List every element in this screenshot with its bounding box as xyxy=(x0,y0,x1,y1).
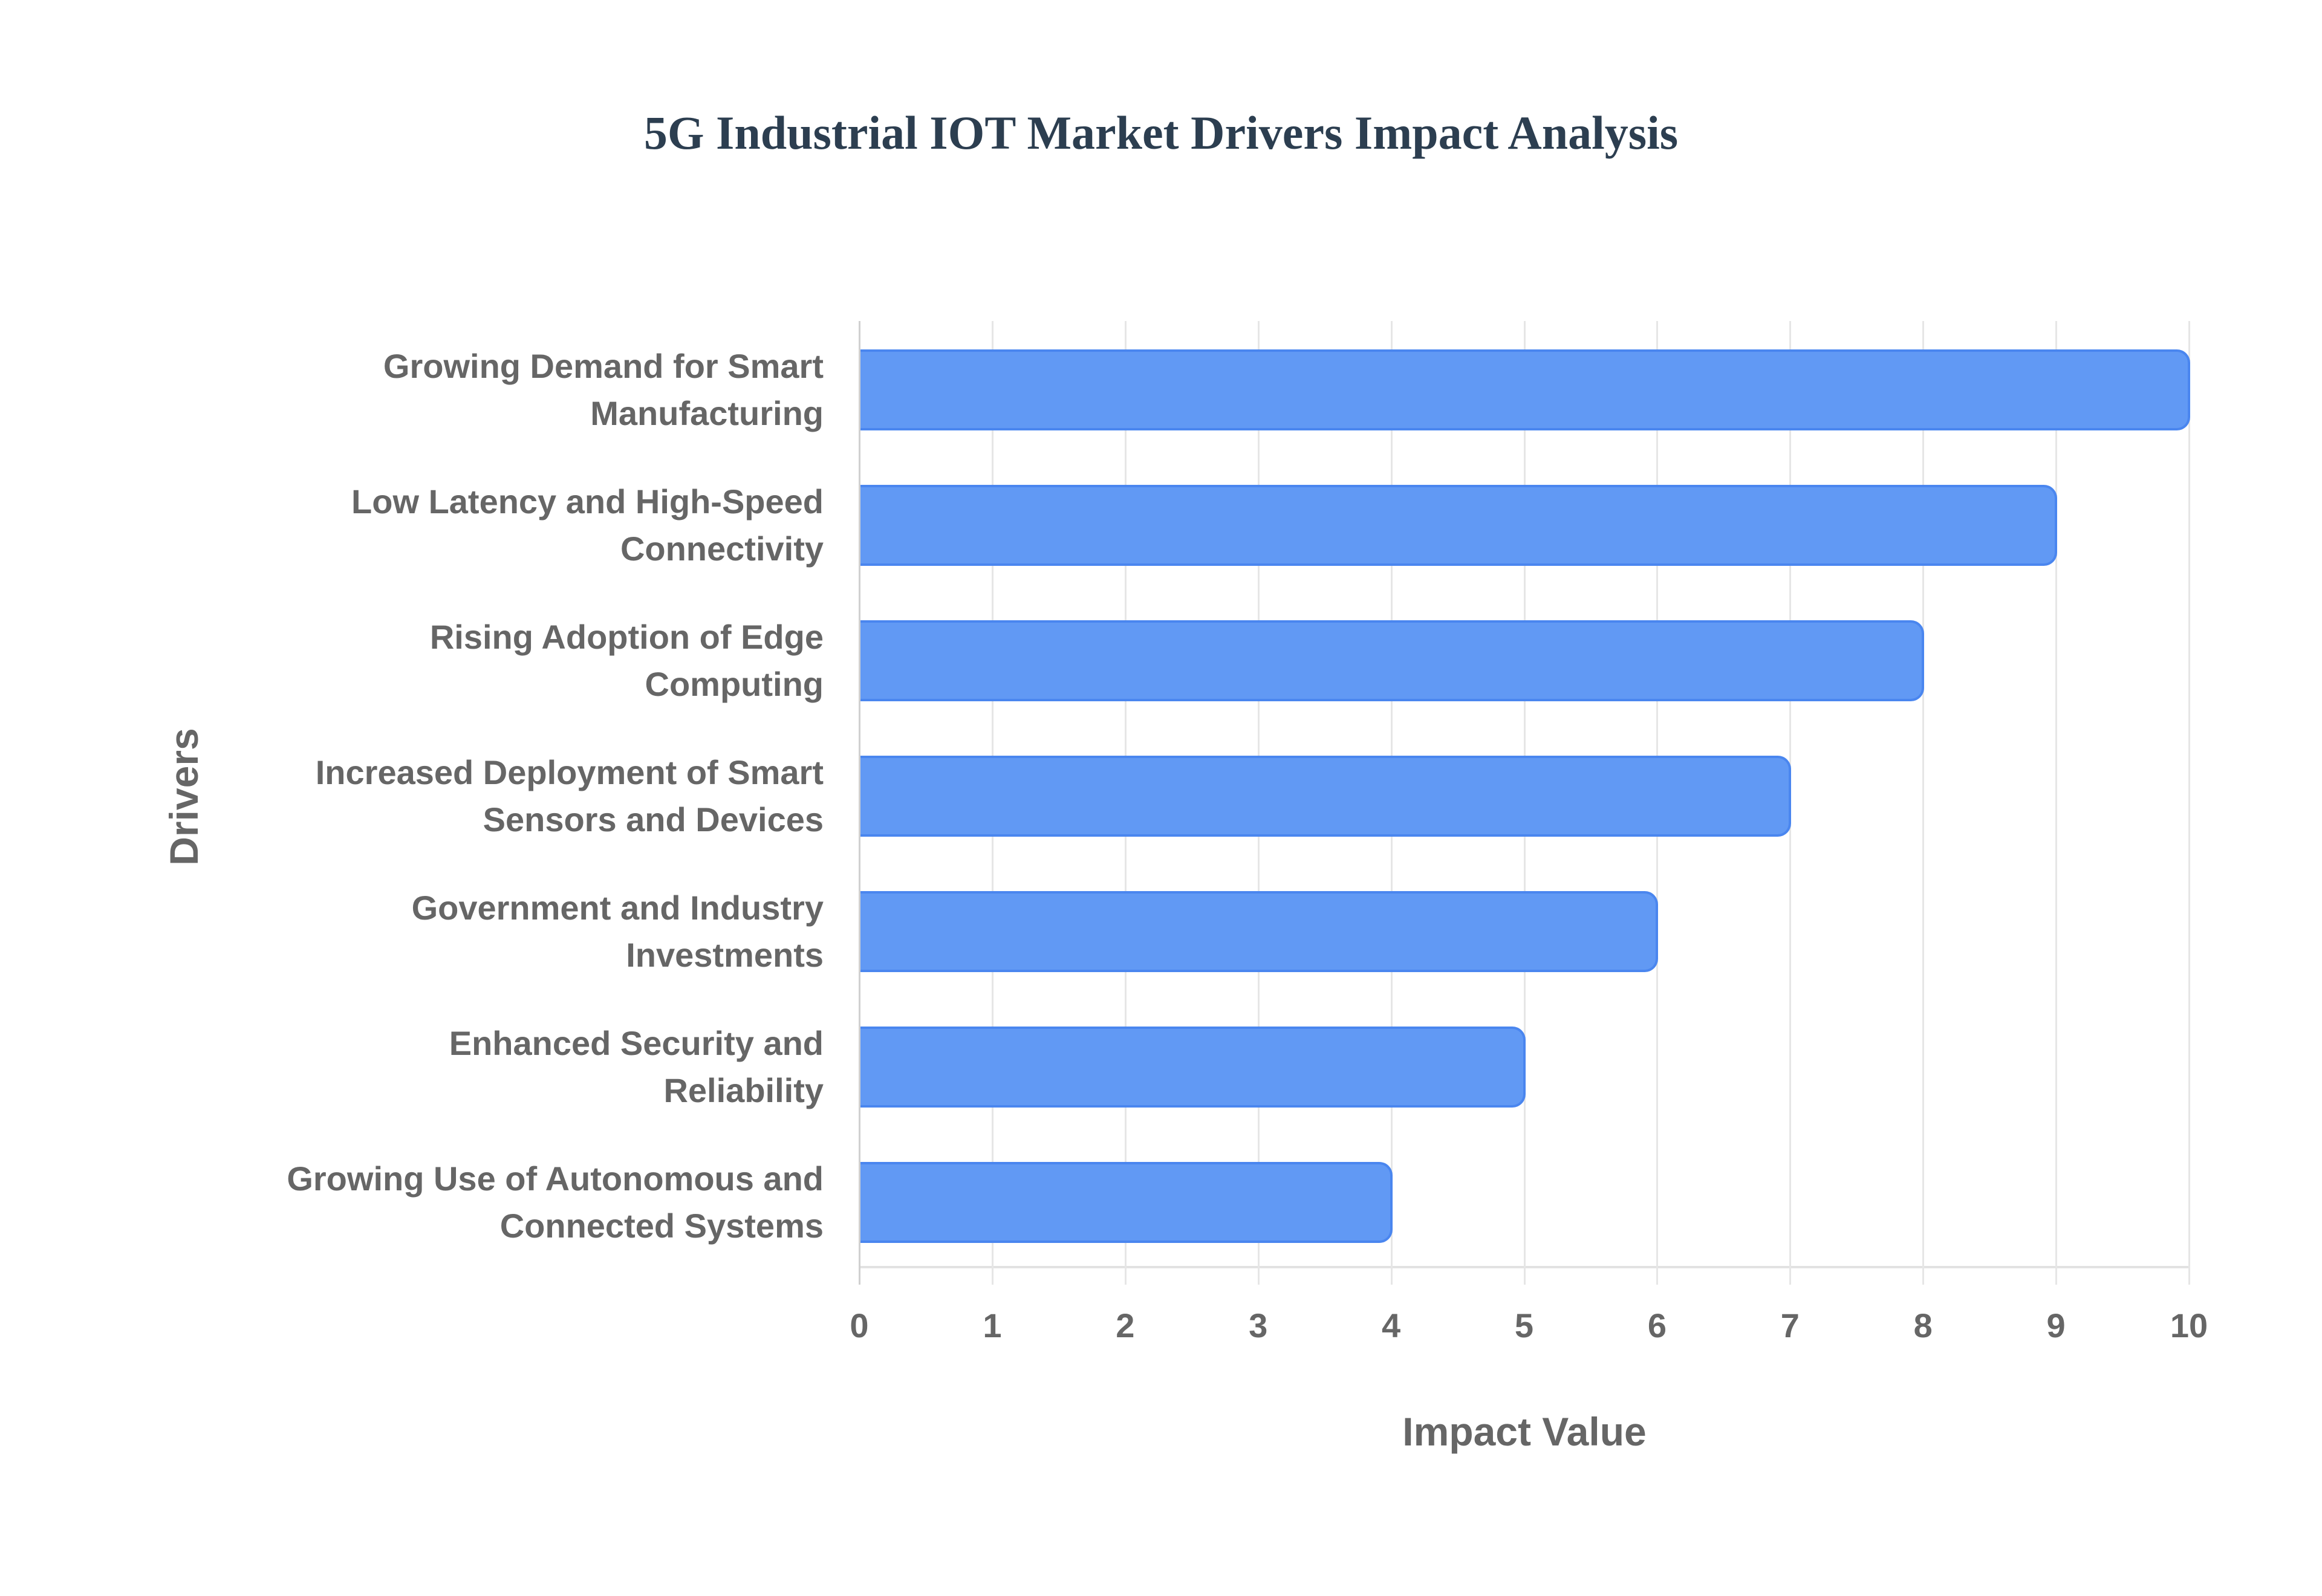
y-axis-label-line: Investments xyxy=(626,936,824,974)
y-axis-label-line: Enhanced Security and xyxy=(449,1024,824,1062)
y-axis-label: Increased Deployment of Smart Sensors and… xyxy=(219,749,824,843)
bar[interactable] xyxy=(860,1027,1526,1108)
y-axis-label-line: Manufacturing xyxy=(590,394,824,432)
y-axis-label: Government and Industry Investments xyxy=(219,884,824,979)
x-tick-label: 4 xyxy=(1382,1306,1401,1345)
y-axis-label: Growing Use of Autonomous and Connected S… xyxy=(219,1155,824,1250)
x-tick-label: 8 xyxy=(1913,1306,1933,1345)
x-tick-label: 6 xyxy=(1647,1306,1667,1345)
x-tick-label: 9 xyxy=(2046,1306,2066,1345)
gridline xyxy=(1922,321,1925,1285)
bar[interactable] xyxy=(860,485,2058,566)
gridline xyxy=(2055,321,2058,1285)
plot-area xyxy=(859,321,2190,1285)
y-axis-label-line: Increased Deployment of Smart xyxy=(315,753,824,791)
gridline xyxy=(2188,321,2190,1285)
x-axis-title: Impact Value xyxy=(1402,1409,1647,1454)
y-axis-label-line: Connectivity xyxy=(620,530,824,568)
y-axis-title: Drivers xyxy=(161,728,206,866)
y-axis-label: Growing Demand for Smart Manufacturing xyxy=(219,343,824,437)
y-axis-label-line: Connected Systems xyxy=(499,1207,824,1245)
x-tick-label: 3 xyxy=(1249,1306,1268,1345)
chart-title: 5G Industrial IOT Market Drivers Impact … xyxy=(643,106,1679,159)
y-axis-label: Rising Adoption of Edge Computing xyxy=(219,614,824,708)
y-axis-label: Low Latency and High-Speed Connectivity xyxy=(219,478,824,573)
gridline xyxy=(859,321,860,1285)
y-axis-label: Enhanced Security and Reliability xyxy=(219,1020,824,1114)
x-tick-label: 1 xyxy=(983,1306,1002,1345)
x-tick-label: 10 xyxy=(2170,1306,2208,1345)
y-axis-label-line: Computing xyxy=(645,665,824,703)
y-axis-label-line: Rising Adoption of Edge xyxy=(429,618,824,656)
bar[interactable] xyxy=(860,891,1659,972)
y-axis-label-line: Growing Use of Autonomous and xyxy=(287,1160,824,1198)
y-axis-label-line: Reliability xyxy=(663,1071,824,1109)
bar[interactable] xyxy=(860,620,1925,701)
y-axis-label-line: Low Latency and High-Speed xyxy=(351,482,824,521)
bar[interactable] xyxy=(860,756,1792,837)
bar[interactable] xyxy=(860,349,2190,430)
bar[interactable] xyxy=(860,1162,1393,1243)
y-axis-label-line: Growing Demand for Smart xyxy=(383,347,824,385)
y-axis-label-line: Government and Industry xyxy=(411,889,824,927)
x-tick-label: 5 xyxy=(1514,1306,1534,1345)
y-axis-label-line: Sensors and Devices xyxy=(483,800,824,839)
x-tick-label: 0 xyxy=(850,1306,869,1345)
x-tick-label: 7 xyxy=(1780,1306,1800,1345)
x-tick-label: 2 xyxy=(1116,1306,1135,1345)
